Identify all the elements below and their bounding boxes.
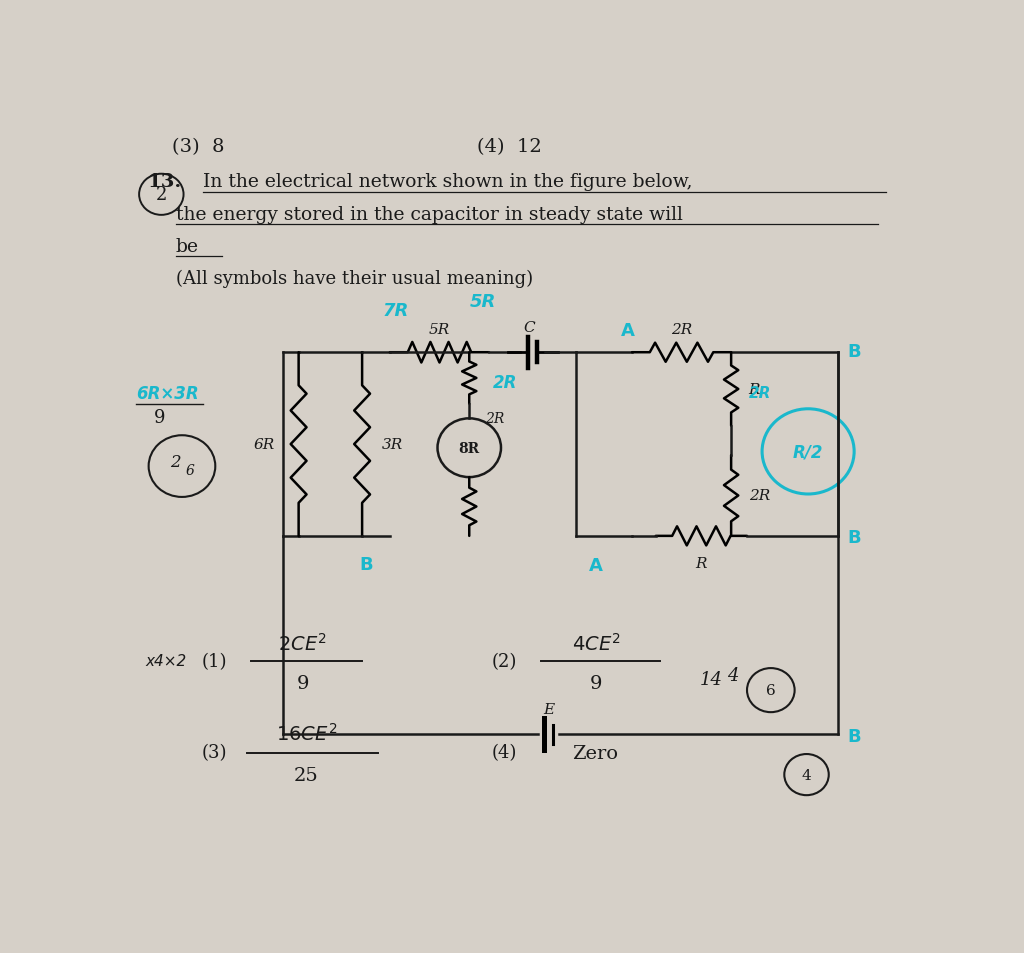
Text: (2): (2) [492, 652, 517, 670]
Text: 9: 9 [590, 674, 602, 692]
Text: C: C [523, 320, 535, 335]
Text: B: B [359, 556, 373, 573]
Text: 3R: 3R [382, 437, 403, 452]
Text: 14: 14 [699, 670, 722, 688]
Text: the energy stored in the capacitor in steady state will: the energy stored in the capacitor in st… [176, 205, 682, 223]
Text: 2R: 2R [749, 489, 770, 503]
Text: R: R [749, 382, 760, 396]
Text: B: B [847, 727, 861, 745]
Text: 5R: 5R [429, 323, 451, 336]
Text: In the electrical network shown in the figure below,: In the electrical network shown in the f… [204, 173, 693, 191]
Text: 6: 6 [766, 683, 776, 698]
Text: (4)  12: (4) 12 [477, 138, 542, 156]
Text: 7R: 7R [383, 301, 409, 319]
Text: 25: 25 [294, 766, 318, 783]
Text: 2: 2 [156, 186, 167, 204]
Text: A: A [589, 557, 603, 575]
Text: 2R: 2R [671, 323, 692, 336]
Text: 6: 6 [185, 464, 195, 478]
Text: E: E [543, 702, 554, 716]
Text: 5R: 5R [470, 293, 497, 311]
Text: (3): (3) [202, 743, 227, 761]
Text: 9: 9 [296, 674, 309, 692]
Text: A: A [621, 322, 635, 340]
Text: (1): (1) [202, 652, 227, 670]
Text: Zero: Zero [572, 743, 618, 761]
Text: 2R: 2R [494, 374, 517, 391]
Text: 6R: 6R [254, 437, 274, 452]
Text: B: B [847, 529, 861, 547]
Text: $4CE^2$: $4CE^2$ [571, 632, 621, 654]
Text: (3)  8: (3) 8 [172, 138, 224, 156]
Text: 4: 4 [802, 768, 811, 781]
Text: R/2: R/2 [793, 443, 823, 461]
Text: B: B [847, 342, 861, 360]
Text: 4: 4 [727, 667, 738, 684]
Text: (All symbols have their usual meaning): (All symbols have their usual meaning) [176, 270, 532, 288]
Text: 2R: 2R [749, 386, 771, 400]
Text: x4×2: x4×2 [145, 654, 186, 669]
Text: 2R: 2R [485, 412, 505, 426]
Text: 8R: 8R [459, 441, 480, 456]
Text: 2: 2 [170, 454, 181, 471]
Text: $16CE^2$: $16CE^2$ [275, 722, 337, 744]
Text: (4): (4) [492, 743, 517, 761]
Text: 9: 9 [154, 409, 166, 426]
Text: be: be [176, 237, 199, 255]
Text: R: R [695, 557, 708, 571]
Text: 13.: 13. [147, 173, 182, 191]
Text: 6R×3R: 6R×3R [136, 384, 199, 402]
Text: $2CE^2$: $2CE^2$ [279, 632, 327, 654]
